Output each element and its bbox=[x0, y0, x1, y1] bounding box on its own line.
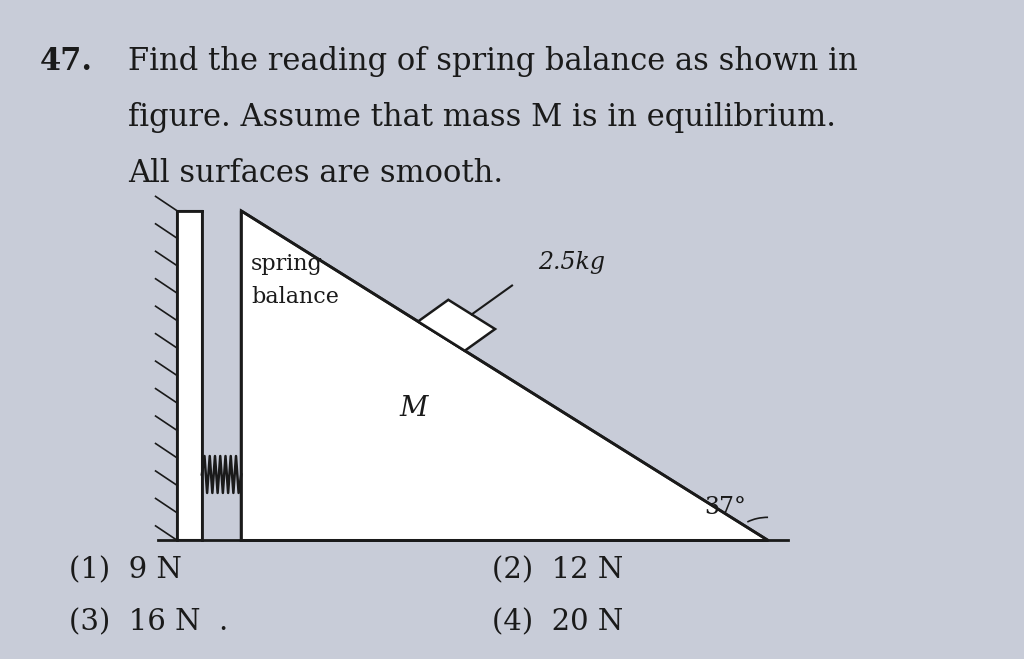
Polygon shape bbox=[242, 211, 768, 540]
Text: (1)  9 N: (1) 9 N bbox=[69, 556, 182, 584]
Text: balance: balance bbox=[251, 285, 339, 308]
Bar bbox=[177, 211, 202, 540]
Text: All surfaces are smooth.: All surfaces are smooth. bbox=[128, 158, 503, 189]
Text: 2.5kg: 2.5kg bbox=[539, 251, 605, 274]
Text: M: M bbox=[399, 395, 428, 422]
Text: 47.: 47. bbox=[39, 46, 92, 77]
Text: (2)  12 N: (2) 12 N bbox=[493, 556, 624, 584]
Text: (3)  16 N  .: (3) 16 N . bbox=[69, 609, 228, 637]
Text: spring: spring bbox=[251, 252, 323, 275]
Text: 37°: 37° bbox=[705, 496, 745, 519]
Text: Find the reading of spring balance as shown in: Find the reading of spring balance as sh… bbox=[128, 46, 858, 77]
Text: figure. Assume that mass M is in equilibrium.: figure. Assume that mass M is in equilib… bbox=[128, 102, 836, 133]
Polygon shape bbox=[418, 300, 495, 351]
Text: (4)  20 N: (4) 20 N bbox=[493, 609, 624, 637]
